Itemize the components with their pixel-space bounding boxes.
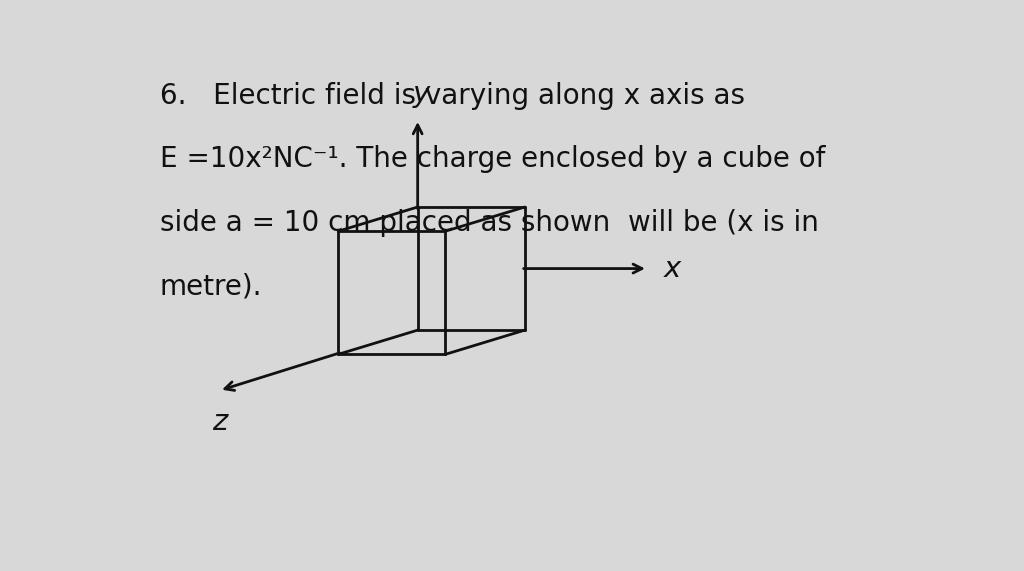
Text: x: x xyxy=(664,255,681,283)
Text: E =10x²NC⁻¹. The charge enclosed by a cube of: E =10x²NC⁻¹. The charge enclosed by a cu… xyxy=(160,146,825,174)
Text: y: y xyxy=(413,80,430,108)
Text: z: z xyxy=(212,408,227,436)
Text: side a = 10 cm placed as shown  will be (x is in: side a = 10 cm placed as shown will be (… xyxy=(160,209,818,237)
Text: metre).: metre). xyxy=(160,273,262,301)
Text: 6.   Electric field is varying along x axis as: 6. Electric field is varying along x axi… xyxy=(160,82,744,110)
